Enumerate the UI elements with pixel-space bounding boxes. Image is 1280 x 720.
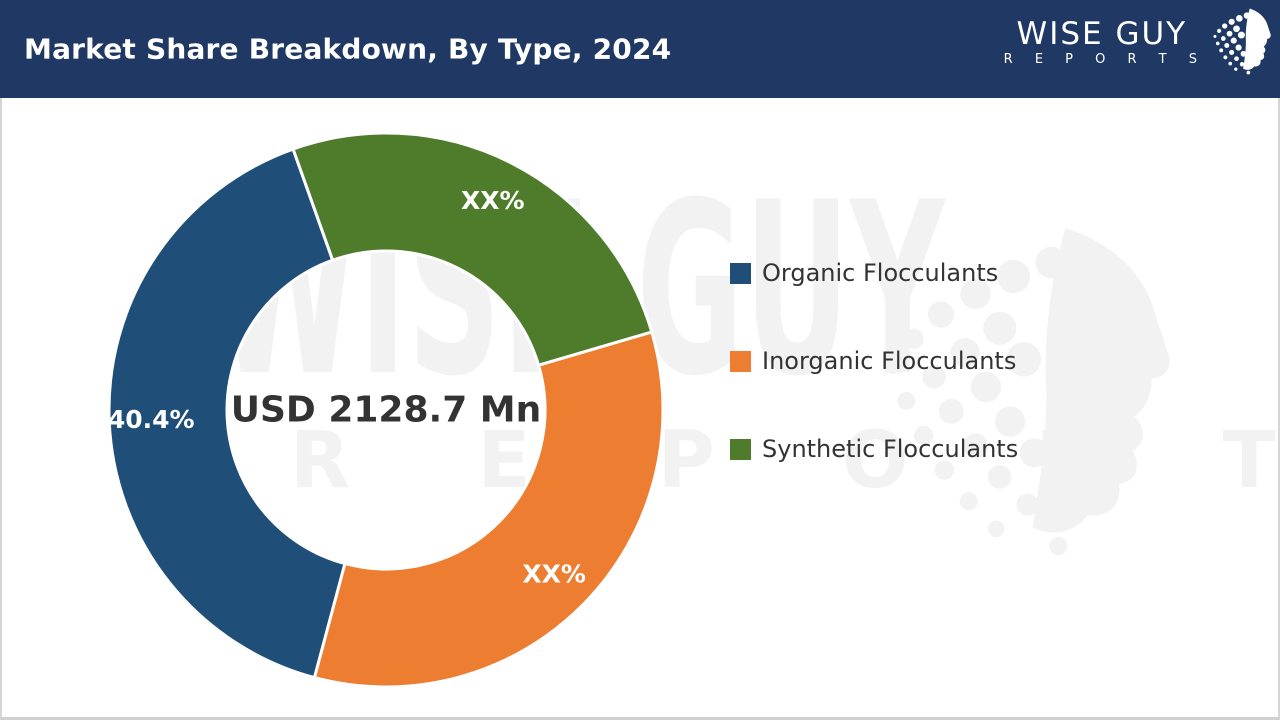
header-bar: Market Share Breakdown, By Type, 2024 WI…: [0, 0, 1280, 98]
legend-label-inorganic: Inorganic Flocculants: [762, 347, 1017, 375]
legend-swatch-organic: [730, 262, 751, 284]
logo-face-icon: [1213, 8, 1271, 75]
legend-label-organic: Organic Flocculants: [762, 259, 999, 287]
donut-segment-organic: [107, 147, 347, 680]
legend-swatch-inorganic: [730, 350, 751, 372]
donut-center-value: USD 2128.7 Mn: [230, 389, 542, 431]
slice-label-organic: 40.4%: [108, 405, 195, 434]
logo-wordmark: WISE GUY: [1016, 15, 1188, 52]
legend-item-synthetic: Synthetic Flocculants: [730, 434, 1018, 464]
legend-item-inorganic: Inorganic Flocculants: [730, 346, 1018, 376]
donut-segment-synthetic: [291, 131, 654, 367]
legend-swatch-synthetic: [730, 438, 751, 460]
chart-area: WISE GUY R E P O R T S 40.4%XX%XX% USD 2…: [0, 98, 1280, 720]
legend-item-organic: Organic Flocculants: [730, 258, 1018, 288]
wise-guy-logo: WISE GUY R E P O R T S: [998, 4, 1272, 80]
legend-label-synthetic: Synthetic Flocculants: [762, 435, 1019, 463]
donut-chart: 40.4% XX% XX%: [107, 131, 665, 689]
slice-label-inorganic: XX%: [522, 560, 586, 589]
logo-text: WISE GUY R E P O R T S: [998, 17, 1206, 67]
logo-subtitle: R E P O R T S: [1003, 52, 1206, 68]
slice-label-synthetic: XX%: [461, 186, 525, 215]
page-title: Market Share Breakdown, By Type, 2024: [24, 32, 672, 66]
chart-legend: Organic Flocculants Inorganic Flocculant…: [730, 258, 1018, 522]
donut-segment-inorganic: [312, 330, 665, 689]
